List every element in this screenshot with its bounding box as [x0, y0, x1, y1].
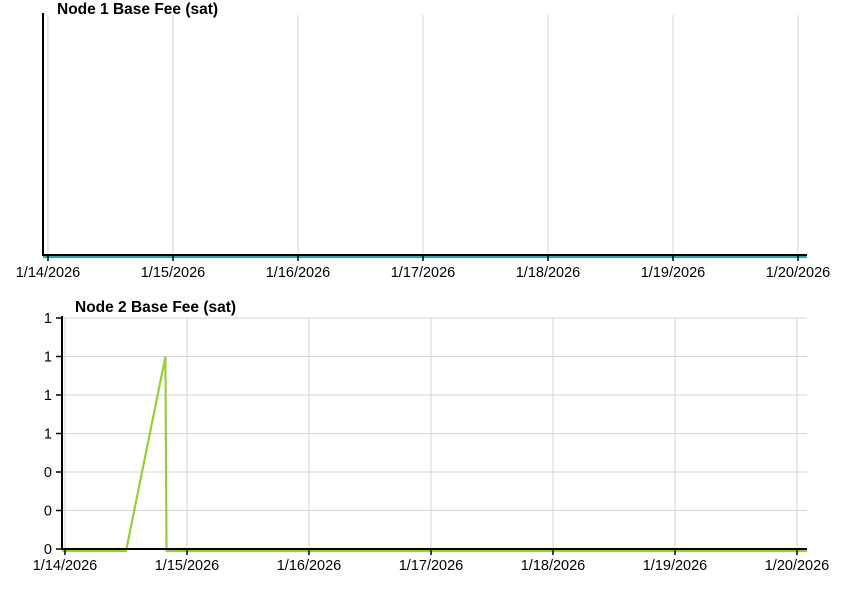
- node1-plot-area: 1/14/2026 1/15/2026 1/16/2026 1/17/2026 1/18…: [16, 13, 831, 281]
- node2-x-tick-label: 1/16/2026: [277, 558, 342, 574]
- node1-x-tick-label: 1/18/2026: [516, 265, 581, 281]
- node2-chart-title: Node 2 Base Fee (sat): [75, 299, 237, 316]
- node2-x-tick-label: 1/14/2026: [33, 558, 98, 574]
- node2-y-tick-label: 1: [44, 311, 52, 327]
- node1-x-tick-label: 1/19/2026: [641, 265, 706, 281]
- node2-y-tick-label: 0: [44, 504, 52, 520]
- node1-x-tick-label: 1/17/2026: [391, 265, 456, 281]
- node2-x-tick-label: 1/19/2026: [643, 558, 708, 574]
- node1-x-tick-label: 1/15/2026: [141, 265, 206, 281]
- node1-x-tick-label: 1/20/2026: [766, 265, 831, 281]
- node1-chart-title: Node 1 Base Fee (sat): [57, 1, 219, 18]
- node2-y-tick-label: 0: [44, 465, 52, 481]
- node2-series-line: [62, 356, 807, 553]
- node2-x-tick-label: 1/17/2026: [399, 558, 464, 574]
- node1-x-tick-label: 1/16/2026: [266, 265, 331, 281]
- node1-x-tick-label: 1/14/2026: [16, 265, 81, 281]
- node2-y-tick-label: 1: [44, 350, 52, 366]
- node2-x-tick-label: 1/18/2026: [521, 558, 586, 574]
- node2-x-tick-label: 1/20/2026: [765, 558, 830, 574]
- node2-y-tick-label: 1: [44, 388, 52, 404]
- node2-plot-area: 1/14/2026 1/15/2026 1/16/2026 1/17/2026 1/18…: [33, 311, 830, 574]
- node2-y-tick-label: 1: [44, 427, 52, 443]
- node2-x-tick-label: 1/15/2026: [155, 558, 220, 574]
- node2-y-tick-label: 0: [44, 542, 52, 558]
